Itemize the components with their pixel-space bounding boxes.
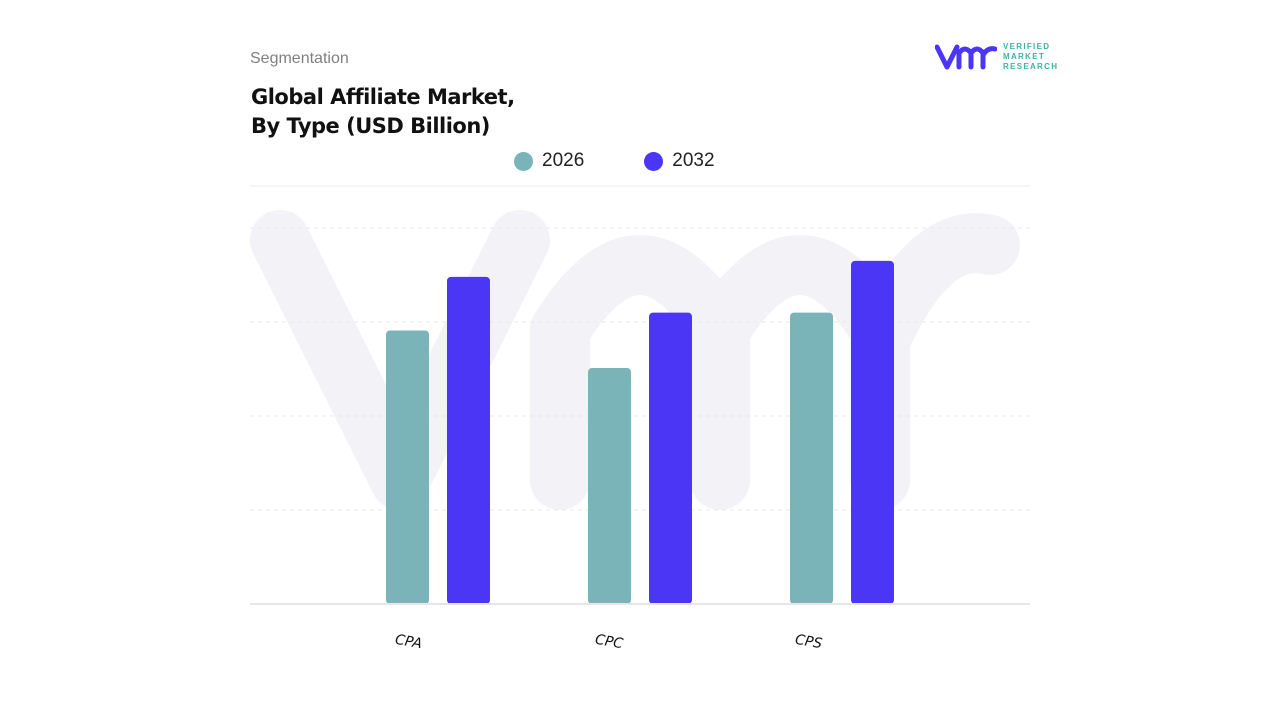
vmr-logo-mark-icon <box>935 44 997 70</box>
segmentation-label: Segmentation <box>250 50 349 67</box>
legend-label-2026: 2026 <box>542 150 585 171</box>
chart-title-line2: By Type (USD Billion) <box>251 114 490 138</box>
legend: 2026 2032 <box>514 150 715 172</box>
logo-text-market: MARKET <box>1003 52 1046 61</box>
legend-dot-2026 <box>514 151 533 171</box>
legend-item-2026: 2026 <box>514 150 584 172</box>
logo-text-research: RESEARCH <box>1003 62 1059 71</box>
vmr-logo: VERIFIED MARKET RESEARCH <box>935 42 1058 72</box>
bar-cpc-2026 <box>588 368 631 604</box>
legend-dot-2032 <box>644 151 664 171</box>
chart-title-line1: Global Affiliate Market, <box>251 85 515 109</box>
legend-label-2032: 2032 <box>672 150 715 171</box>
bar-cpc-2032 <box>649 312 692 604</box>
bar-cps-2026 <box>790 312 833 604</box>
bar-cps-2032 <box>851 260 894 604</box>
bar-cpa-2026 <box>386 330 429 604</box>
logo-text-verified: VERIFIED <box>1003 42 1051 51</box>
legend-item-2032: 2032 <box>644 150 715 172</box>
chart-title: Global Affiliate Market, By Type (USD Bi… <box>251 83 515 141</box>
bar-cpa-2032 <box>447 276 490 604</box>
